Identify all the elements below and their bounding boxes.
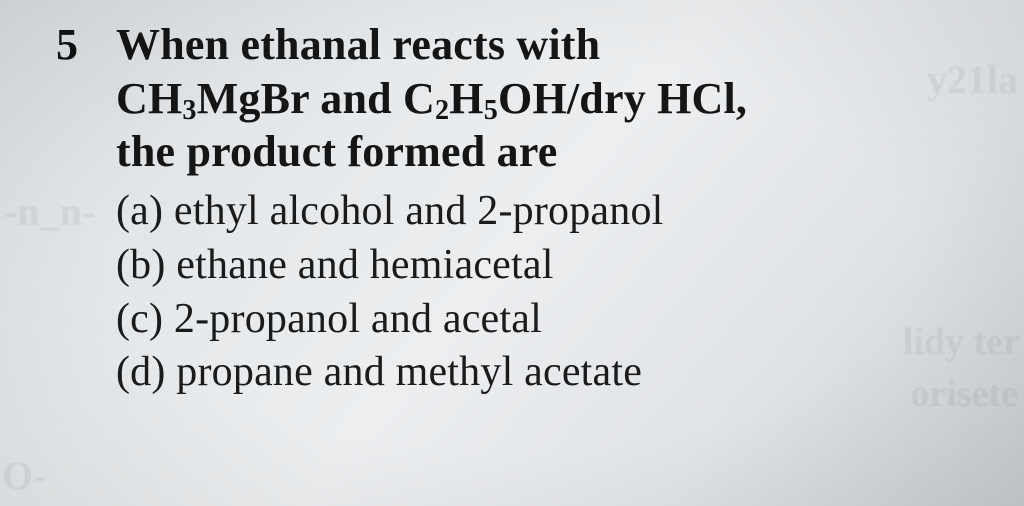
option-letter: (d) xyxy=(116,349,166,395)
options-list: (a) ethyl alcohol and 2-propanol (b) eth… xyxy=(116,185,996,400)
question-number: 5 xyxy=(56,18,116,71)
option-text: propane and methyl acetate xyxy=(176,349,642,395)
option-b: (b) ethane and hemiacetal xyxy=(116,239,996,293)
question-block: 5 When ethanal reacts with CH3MgBr and C… xyxy=(56,18,996,400)
option-d: (d) propane and methyl acetate xyxy=(116,346,996,400)
option-text: 2-propanol and acetal xyxy=(174,296,542,342)
stem-line-1: When ethanal reacts with xyxy=(116,20,600,69)
option-text: ethyl alcohol and 2-propanol xyxy=(174,188,664,234)
option-letter: (a) xyxy=(116,188,163,234)
option-a: (a) ethyl alcohol and 2-propanol xyxy=(116,185,996,239)
option-c: (c) 2-propanol and acetal xyxy=(116,293,996,347)
stem-line-3: the product formed are xyxy=(116,127,557,176)
option-letter: (b) xyxy=(116,242,166,288)
option-text: ethane and hemiacetal xyxy=(176,242,553,288)
question-stem: When ethanal reacts with CH3MgBr and C2H… xyxy=(116,18,747,179)
stem-line-2: CH3MgBr and C2H5OH/dry HCl, xyxy=(116,74,747,123)
option-letter: (c) xyxy=(116,296,163,342)
ghost-text: O- xyxy=(2,452,46,499)
